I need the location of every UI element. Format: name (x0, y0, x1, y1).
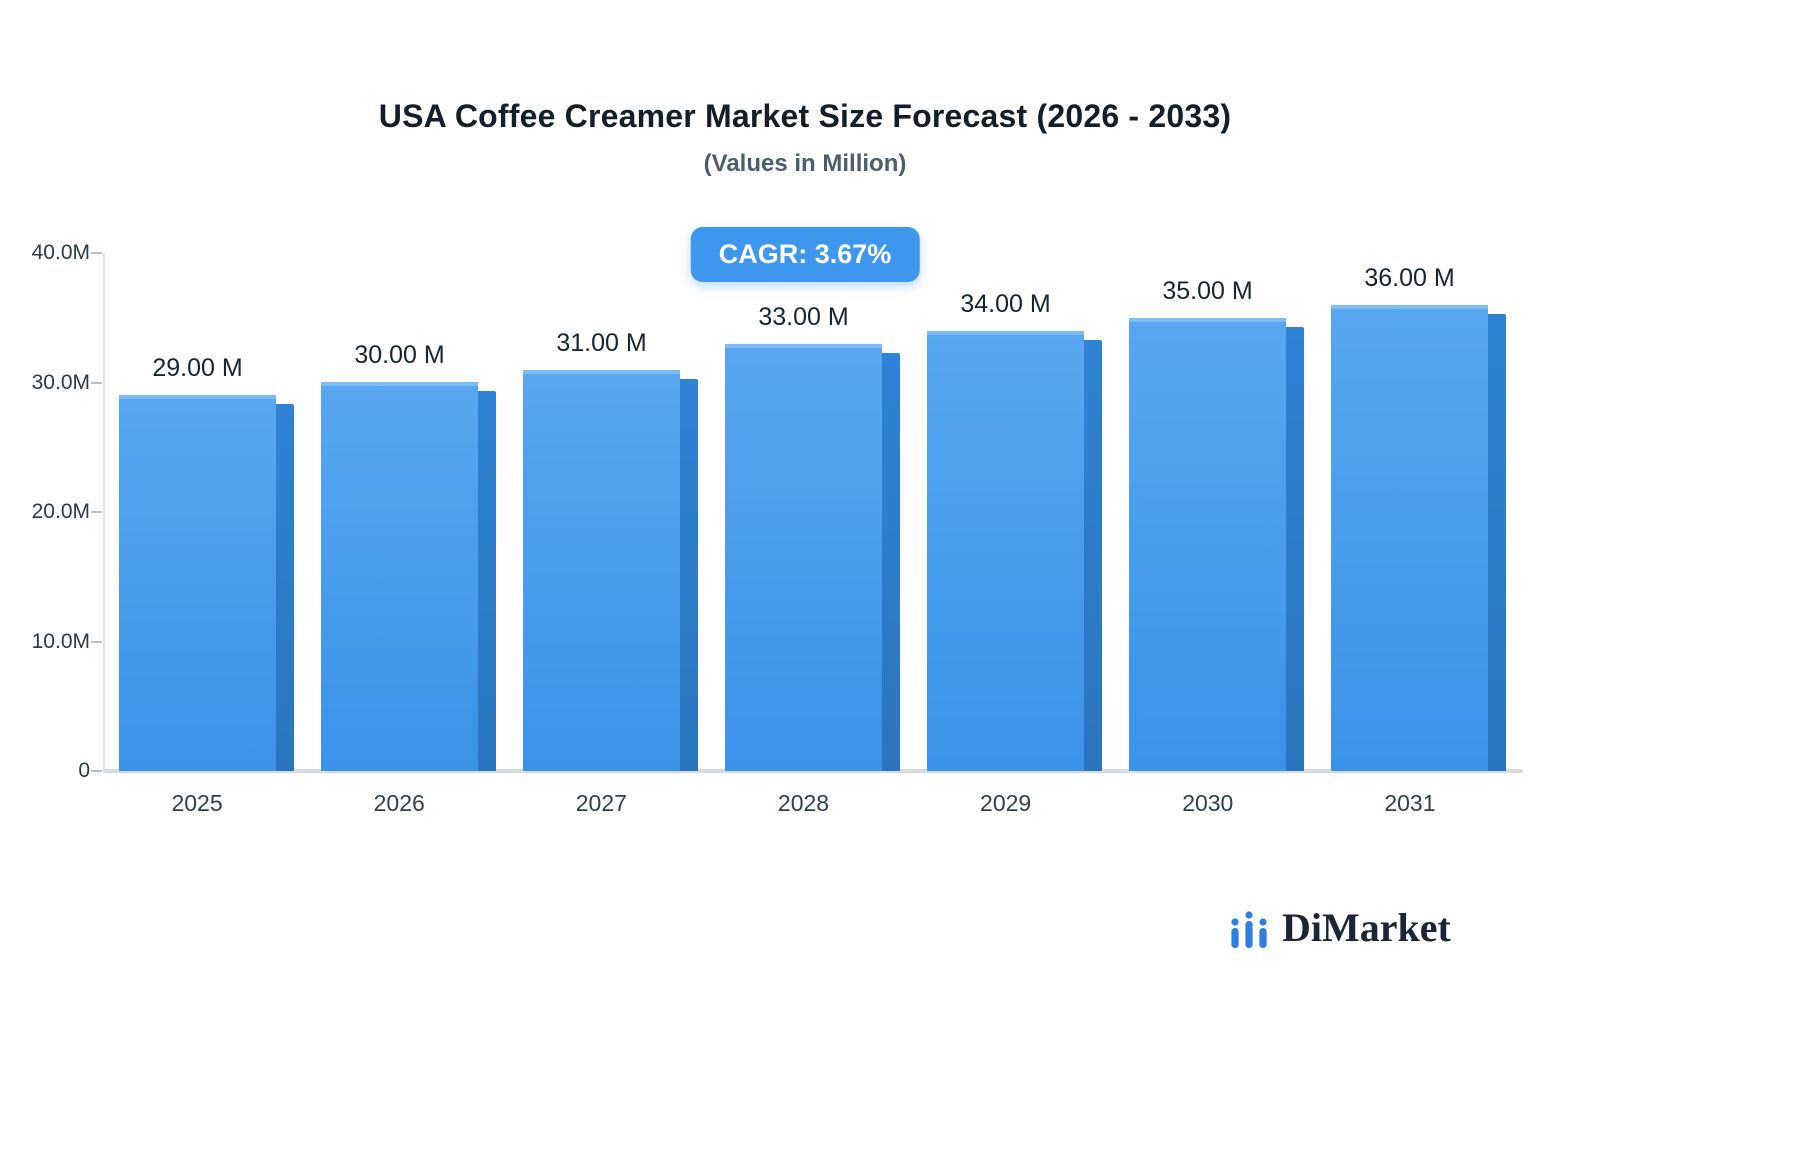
bar-value-label: 35.00 M (1162, 277, 1253, 305)
x-label-2027: 2027 (575, 790, 627, 816)
y-tick-label-0: 0 (78, 759, 90, 782)
bar-value-label: 30.00 M (354, 341, 445, 369)
bar-2025: 29.00 M (119, 354, 294, 771)
y-tick-mark (91, 381, 102, 384)
y-tick-label-40.0M: 40.0M (31, 241, 90, 264)
bar-front-face (321, 382, 478, 771)
y-tick-mark (91, 252, 102, 254)
y-axis-line (103, 253, 105, 772)
bar-front-face (119, 395, 276, 771)
plot-area: 29.00 M 30.00 M 31.00 M 33.00 M 34.00 M 35.00… (105, 253, 1520, 771)
bar-value-label: 31.00 M (556, 329, 647, 357)
bar-value-label: 34.00 M (960, 290, 1051, 318)
bar-front-face (1129, 318, 1286, 771)
mini-bar-chart-icon (1231, 911, 1267, 948)
y-tick-label-20.0M: 20.0M (31, 500, 90, 523)
bar-value-label: 36.00 M (1364, 264, 1455, 292)
bar-value-label: 29.00 M (152, 354, 243, 382)
bar-front-face (725, 344, 882, 771)
bar-side-face (1488, 314, 1506, 771)
bar-top-highlight (119, 395, 276, 399)
bar-side-face (1286, 327, 1304, 771)
bar-front-face (927, 331, 1084, 771)
x-label-2031: 2031 (1384, 790, 1436, 816)
y-tick-label-10.0M: 10.0M (31, 629, 90, 653)
x-axis-baseline (103, 769, 1523, 773)
bar-2031: 36.00 M (1331, 264, 1506, 771)
bar-top-highlight (523, 370, 680, 374)
x-label-2029: 2029 (980, 790, 1032, 816)
bar-side-face (882, 353, 900, 771)
brand-logo: DiMarket (1228, 908, 1451, 948)
bar-top-highlight (1331, 305, 1488, 309)
x-label-2030: 2030 (1182, 790, 1234, 816)
bar-2030: 35.00 M (1129, 277, 1304, 771)
bar-side-face (276, 404, 294, 771)
bar-side-face (680, 379, 698, 771)
bar-value-label: 33.00 M (758, 303, 849, 331)
x-label-2026: 2026 (373, 790, 425, 816)
chart-subtitle: (Values in Million) (703, 150, 907, 177)
bar-front-face (523, 370, 680, 771)
cagr-badge: CAGR: 3.67% (690, 227, 920, 282)
bar-top-highlight (1129, 318, 1286, 322)
x-label-2025: 2025 (171, 790, 223, 816)
y-tick-label-30.0M: 30.0M (31, 370, 90, 394)
y-tick-mark (91, 770, 102, 772)
bar-2026: 30.00 M (321, 341, 496, 771)
chart-title: USA Coffee Creamer Market Size Forecast … (378, 98, 1232, 134)
brand-name: DiMarket (1282, 905, 1451, 950)
bar-2029: 34.00 M (927, 290, 1102, 771)
x-label-2028: 2028 (777, 790, 830, 816)
bar-front-face (1331, 305, 1488, 771)
bar-top-highlight (927, 331, 1084, 335)
bar-2028: 33.00 M (725, 303, 900, 771)
bar-side-face (1084, 340, 1102, 771)
bar-side-face (478, 391, 496, 771)
y-tick-mark (91, 511, 102, 513)
bar-2027: 31.00 M (523, 329, 698, 771)
bar-top-highlight (321, 382, 478, 386)
y-tick-mark (91, 640, 102, 643)
bar-top-highlight (725, 344, 882, 348)
